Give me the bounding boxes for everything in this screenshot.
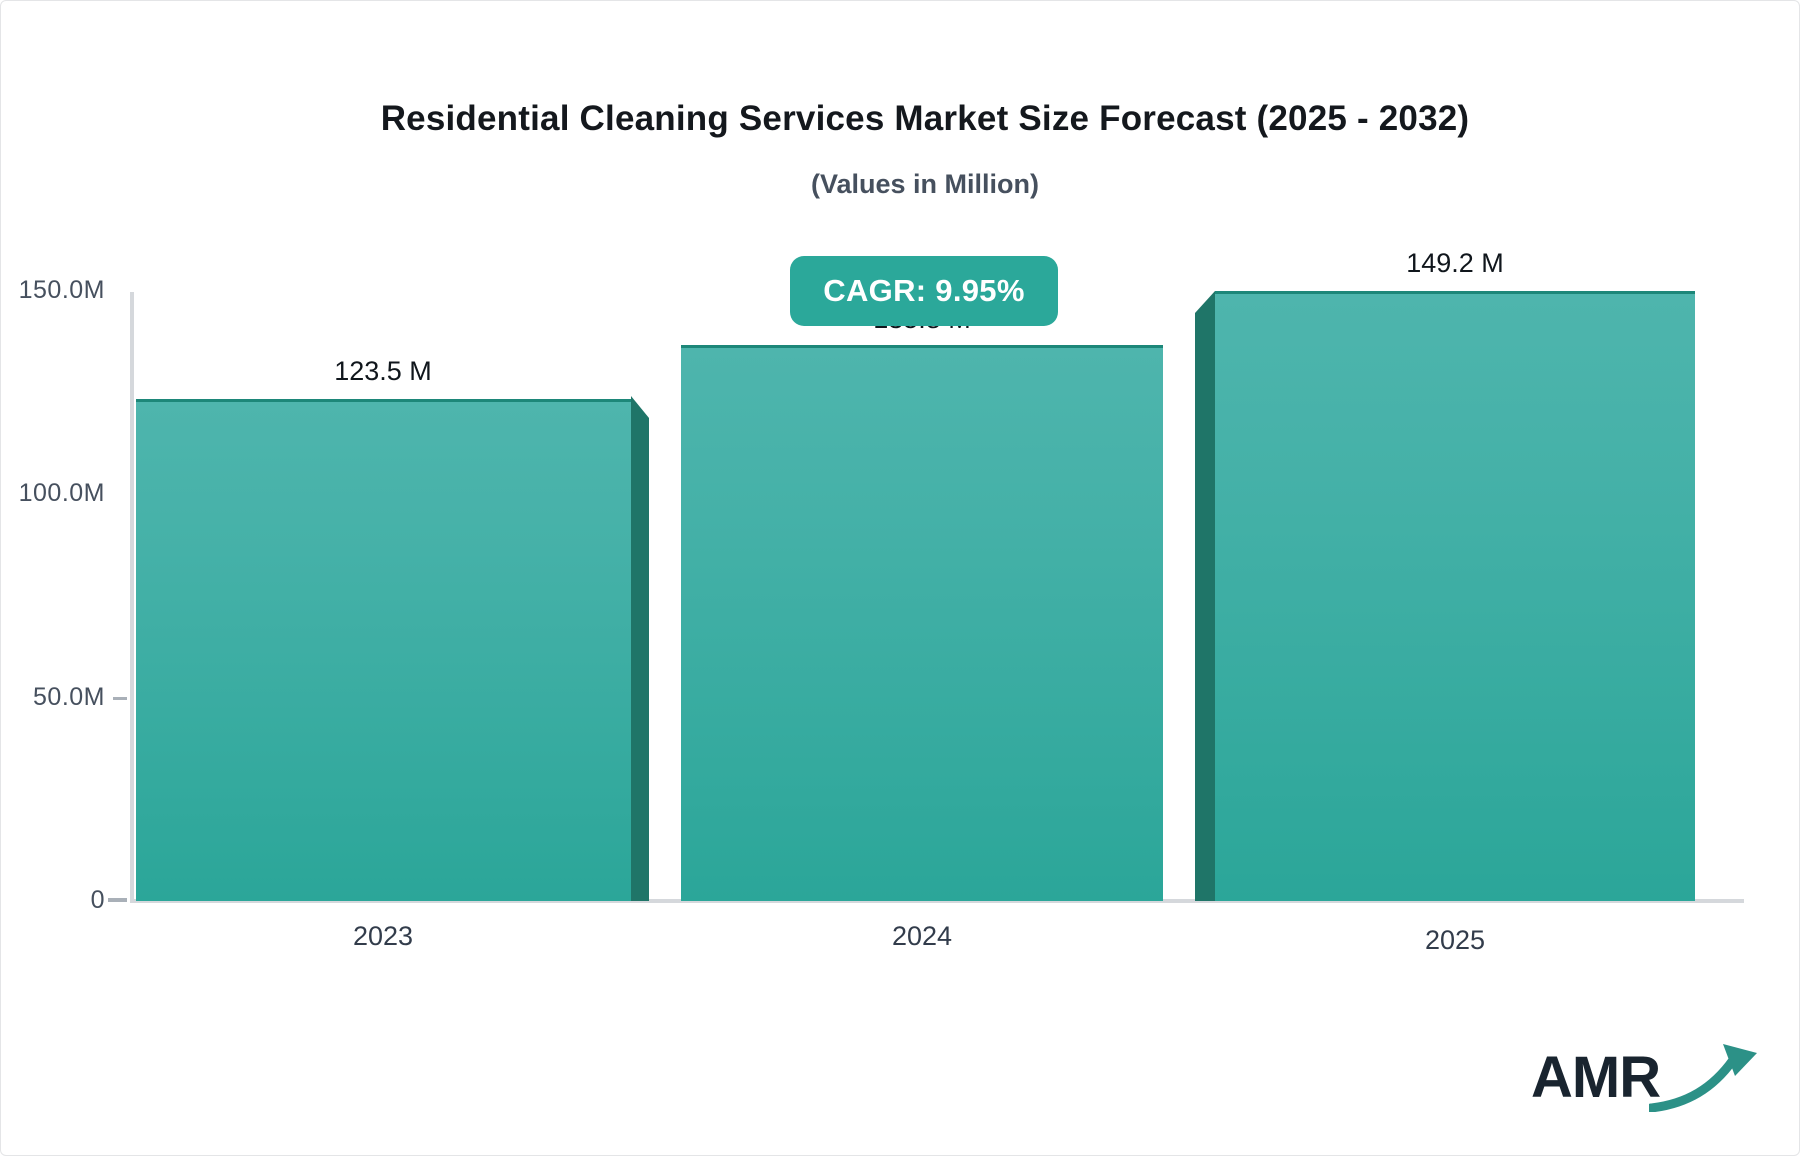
y-axis-tick-0: 0 bbox=[90, 886, 105, 914]
cagr-badge: CAGR: 9.95% bbox=[790, 256, 1058, 326]
x-axis-label-2025: 2025 bbox=[1424, 925, 1486, 955]
amr-logo-text: AMR bbox=[1531, 1045, 1661, 1110]
y-tick-mark-0 bbox=[108, 898, 127, 902]
chart-subtitle: (Values in Million) bbox=[810, 169, 1040, 199]
bar-2023[interactable] bbox=[136, 399, 631, 901]
x-axis-label-2024: 2024 bbox=[891, 921, 953, 951]
x-axis-label-2023: 2023 bbox=[352, 921, 414, 951]
bar-2025[interactable] bbox=[1215, 291, 1695, 901]
amr-logo: AMR bbox=[1531, 1036, 1781, 1126]
bar-2025-value-label: 149.2 M bbox=[1406, 248, 1504, 278]
x-axis-line bbox=[130, 899, 1744, 903]
cagr-badge-label: CAGR: 9.95% bbox=[823, 273, 1025, 308]
growth-arrow-icon bbox=[1649, 1044, 1757, 1112]
y-axis-tick-100: 100.0M bbox=[18, 479, 105, 507]
y-axis-tick-50: 50.0M bbox=[33, 683, 105, 711]
bar-2023-value-label: 123.5 M bbox=[334, 356, 432, 386]
bar-2024[interactable] bbox=[681, 345, 1163, 901]
bar-2023-side-shadow bbox=[631, 396, 649, 901]
y-axis-line bbox=[130, 292, 134, 901]
bar-2025-side-shadow bbox=[1195, 291, 1215, 901]
y-tick-mark-50 bbox=[113, 697, 127, 700]
y-axis-tick-150: 150.0M bbox=[18, 276, 105, 304]
chart-title: Residential Cleaning Services Market Siz… bbox=[380, 99, 1470, 138]
